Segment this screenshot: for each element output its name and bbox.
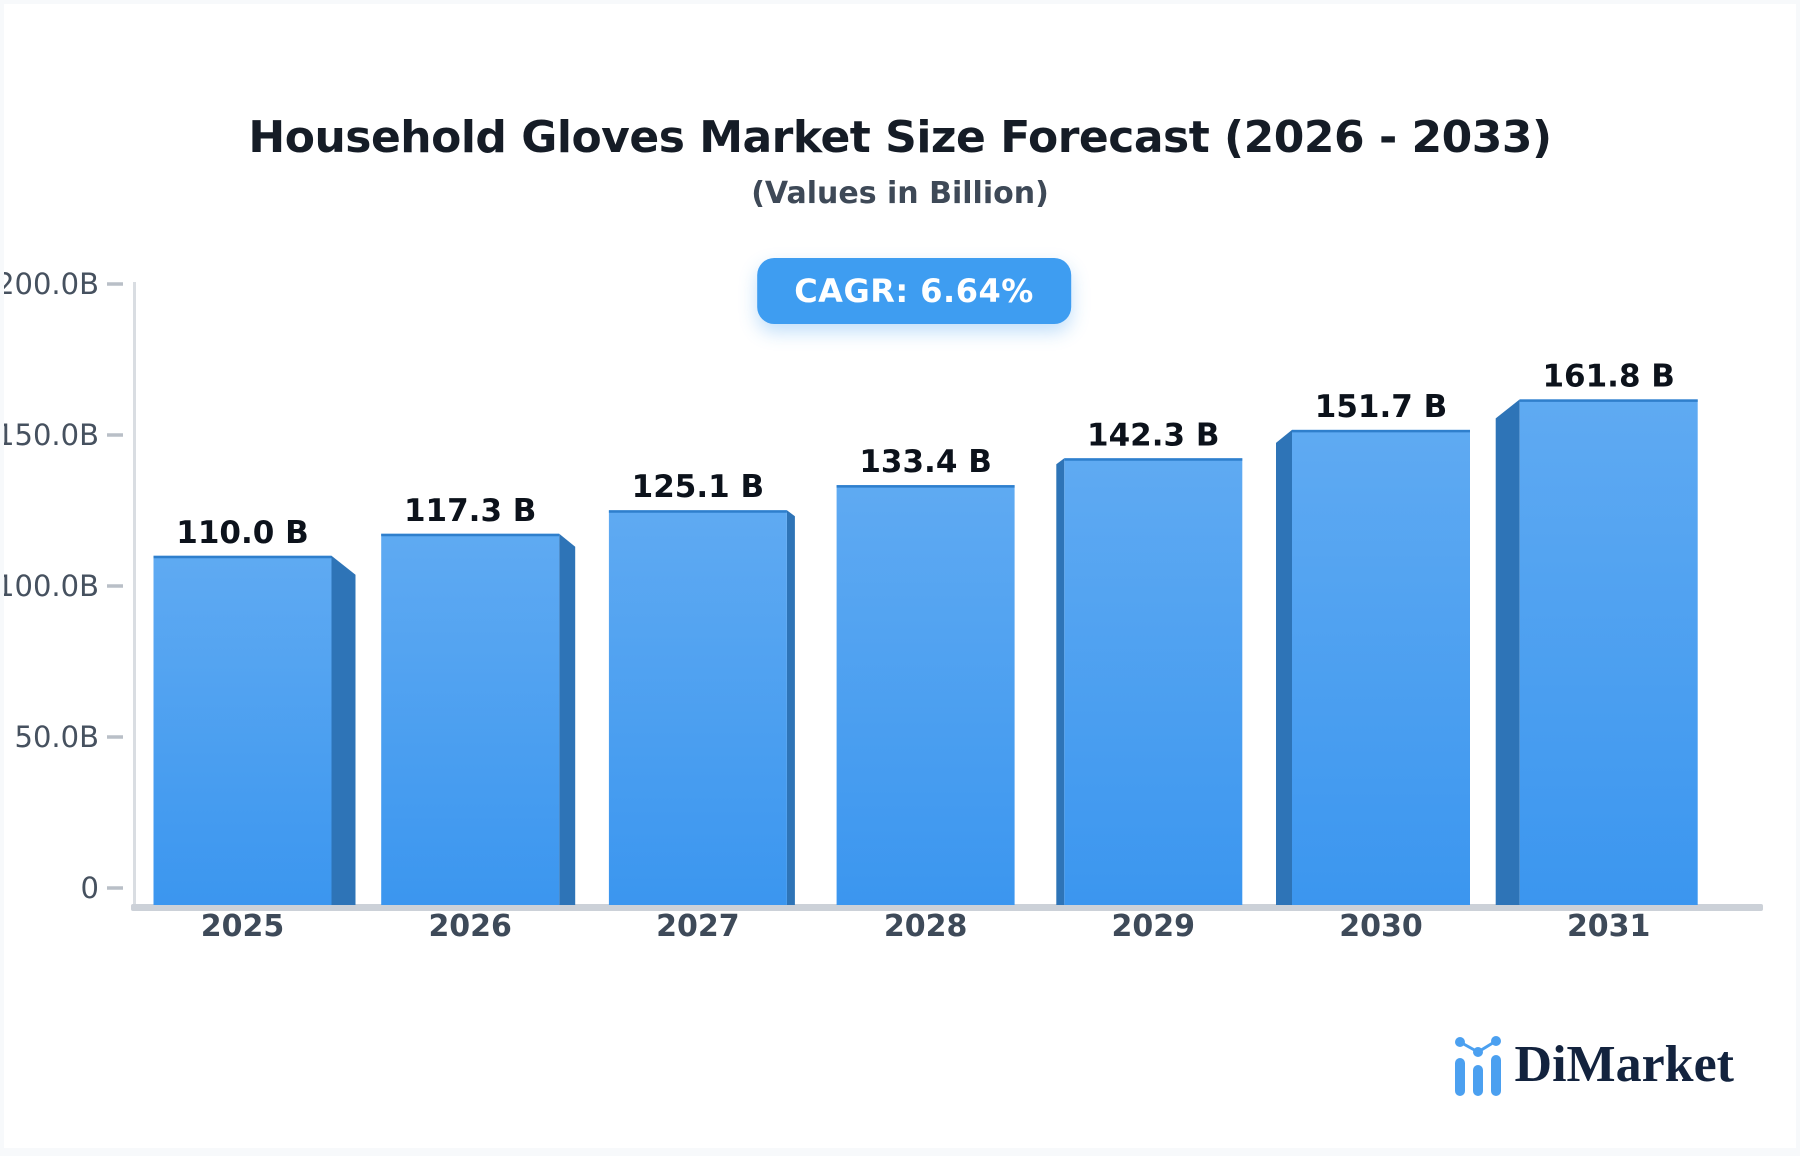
x-category-label: 2028	[884, 909, 968, 944]
bar-2028[interactable]	[836, 485, 1015, 905]
x-category-label: 2031	[1567, 909, 1651, 944]
y-tick-label: 0	[81, 871, 99, 905]
brand-logo: DiMarket	[1454, 1034, 1734, 1096]
bar-2025[interactable]	[153, 555, 332, 905]
chart-title: Household Gloves Market Size Forecast (2…	[248, 112, 1552, 163]
bar-2026[interactable]	[381, 533, 560, 905]
y-tick-label: 50.0B	[15, 720, 99, 754]
bar-side-face-2029[interactable]	[1056, 458, 1065, 905]
bar-value-label: 110.0 B	[176, 515, 308, 551]
x-category-label: 2027	[656, 909, 740, 944]
bar-value-label: 133.4 B	[859, 444, 991, 480]
bar-2031[interactable]	[1519, 399, 1698, 905]
bar-side-face-2030[interactable]	[1276, 429, 1292, 905]
bar-value-label: 151.7 B	[1315, 389, 1447, 425]
y-tick-label: 200.0B	[4, 267, 99, 301]
x-category-label: 2025	[201, 909, 285, 944]
bar-side-face-2031[interactable]	[1495, 399, 1520, 905]
bar-chart-plot: 0 50.0B 100.0B 150.0B 200.0B 110.0 B 2025 117.3…	[4, 267, 1763, 944]
brand-name: DiMarket	[1514, 1036, 1734, 1093]
bar-value-label: 142.3 B	[1087, 417, 1219, 453]
x-category-label: 2030	[1339, 909, 1423, 944]
bar-value-label: 117.3 B	[404, 493, 536, 529]
bar-side-face-2025[interactable]	[331, 555, 356, 905]
bar-line-chart-icon	[1454, 1036, 1501, 1096]
bar-2030[interactable]	[1292, 429, 1470, 905]
bar-2027[interactable]	[608, 510, 787, 905]
bar-value-label: 125.1 B	[632, 469, 764, 505]
y-tick-label: 150.0B	[4, 418, 99, 452]
bar-2029[interactable]	[1064, 458, 1243, 905]
bar-side-face-2026[interactable]	[559, 533, 576, 905]
x-category-label: 2026	[428, 909, 512, 944]
x-category-label: 2029	[1112, 909, 1196, 944]
chart-subtitle: (Values in Billion)	[751, 176, 1049, 211]
bar-side-face-2027[interactable]	[786, 510, 795, 905]
bar-value-label: 161.8 B	[1542, 358, 1674, 394]
cagr-badge: CAGR: 6.64%	[757, 258, 1071, 324]
y-tick-label: 100.0B	[4, 569, 99, 603]
x-axis-baseline	[131, 904, 1763, 911]
